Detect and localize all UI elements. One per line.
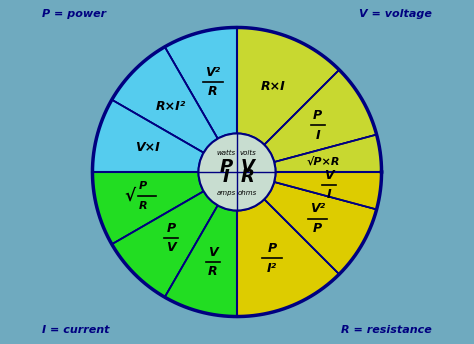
Polygon shape xyxy=(112,191,218,297)
Text: P: P xyxy=(139,182,147,192)
Polygon shape xyxy=(264,70,377,162)
Text: V²: V² xyxy=(310,202,325,215)
Polygon shape xyxy=(165,28,237,139)
Text: V: V xyxy=(208,246,218,259)
Text: √: √ xyxy=(124,187,136,205)
Text: I = current: I = current xyxy=(42,325,109,335)
Text: ohms: ohms xyxy=(238,191,257,196)
Text: amps: amps xyxy=(217,191,236,196)
Text: I: I xyxy=(315,129,320,142)
Text: R: R xyxy=(208,265,218,278)
Text: I²: I² xyxy=(267,261,277,275)
Text: P: P xyxy=(313,222,322,235)
Text: V: V xyxy=(241,158,255,176)
Text: V²: V² xyxy=(205,66,220,79)
Text: V: V xyxy=(166,241,176,254)
Polygon shape xyxy=(237,199,339,316)
Text: P: P xyxy=(313,109,322,122)
Text: watts: watts xyxy=(217,150,236,156)
Polygon shape xyxy=(274,135,382,172)
Text: I: I xyxy=(327,188,331,201)
Polygon shape xyxy=(92,100,204,172)
Text: R×I²: R×I² xyxy=(156,100,186,112)
Text: P: P xyxy=(219,158,233,176)
Text: R×I: R×I xyxy=(261,80,286,93)
Polygon shape xyxy=(112,47,218,153)
Polygon shape xyxy=(237,28,339,145)
Polygon shape xyxy=(165,205,237,316)
Text: P: P xyxy=(166,222,176,235)
Text: R = resistance: R = resistance xyxy=(341,325,432,335)
Text: I: I xyxy=(223,168,230,186)
Polygon shape xyxy=(264,182,377,274)
Text: R: R xyxy=(241,168,255,186)
Text: √P×R: √P×R xyxy=(306,157,340,166)
Text: V = voltage: V = voltage xyxy=(359,9,432,19)
Text: V×I: V×I xyxy=(135,141,159,154)
Text: volts: volts xyxy=(239,150,256,156)
Text: V: V xyxy=(324,169,334,182)
Text: P = power: P = power xyxy=(42,9,106,19)
Text: R: R xyxy=(208,85,218,98)
Circle shape xyxy=(199,133,275,211)
Polygon shape xyxy=(92,172,204,244)
Text: P: P xyxy=(267,242,276,255)
Text: R: R xyxy=(138,201,147,211)
Polygon shape xyxy=(274,172,382,209)
